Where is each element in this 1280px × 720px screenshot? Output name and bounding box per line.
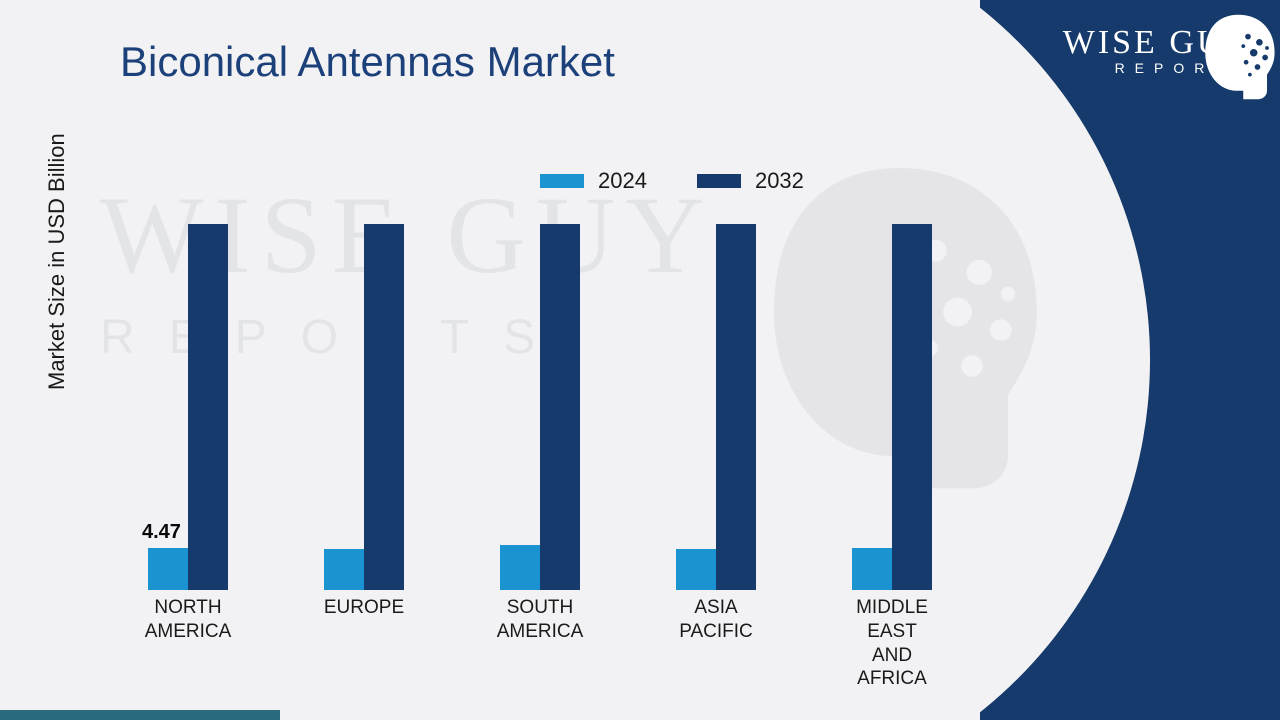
x-axis-labels: NORTH AMERICA EUROPE SOUTH AMERICA ASIA PAC… bbox=[100, 596, 980, 691]
x-axis-label: EUROPE bbox=[289, 596, 439, 691]
x-axis-label: MIDDLE EAST AND AFRICA bbox=[817, 596, 967, 691]
legend-swatch-2024 bbox=[540, 174, 584, 188]
bar bbox=[852, 548, 892, 590]
bar bbox=[500, 545, 540, 590]
brand-logo-text: WISE GUY REPORTS bbox=[1063, 24, 1252, 76]
legend-swatch-2032 bbox=[697, 174, 741, 188]
legend-item-2032: 2032 bbox=[697, 168, 804, 194]
bar-group bbox=[500, 224, 580, 590]
legend-item-2024: 2024 bbox=[540, 168, 647, 194]
bar-group bbox=[852, 224, 932, 590]
bar bbox=[148, 548, 188, 590]
x-axis-label: NORTH AMERICA bbox=[113, 596, 263, 691]
bottom-accent-bar bbox=[0, 710, 280, 720]
bar-group: 4.47 bbox=[148, 224, 228, 590]
bar bbox=[324, 549, 364, 590]
bar bbox=[892, 224, 932, 590]
y-axis-label: Market Size in USD Billion bbox=[44, 133, 70, 390]
chart-title: Biconical Antennas Market bbox=[120, 38, 615, 86]
x-axis-label: SOUTH AMERICA bbox=[465, 596, 615, 691]
bar-group bbox=[676, 224, 756, 590]
bar bbox=[188, 224, 228, 590]
x-axis-label: ASIA PACIFIC bbox=[641, 596, 791, 691]
brand-line2: REPORTS bbox=[1063, 60, 1252, 76]
legend-label-2032: 2032 bbox=[755, 168, 804, 194]
bar bbox=[364, 224, 404, 590]
bar-chart: 4.47 bbox=[100, 210, 980, 590]
legend: 2024 2032 bbox=[540, 168, 804, 194]
bar-group bbox=[324, 224, 404, 590]
bar-value-label: 4.47 bbox=[142, 521, 181, 544]
legend-label-2024: 2024 bbox=[598, 168, 647, 194]
page-root: WISE GUY REPORTS Biconical Antennas Mark… bbox=[0, 0, 1280, 720]
brand-line1: WISE GUY bbox=[1063, 24, 1252, 62]
bar bbox=[540, 224, 580, 590]
bar bbox=[716, 224, 756, 590]
bar bbox=[676, 549, 716, 590]
